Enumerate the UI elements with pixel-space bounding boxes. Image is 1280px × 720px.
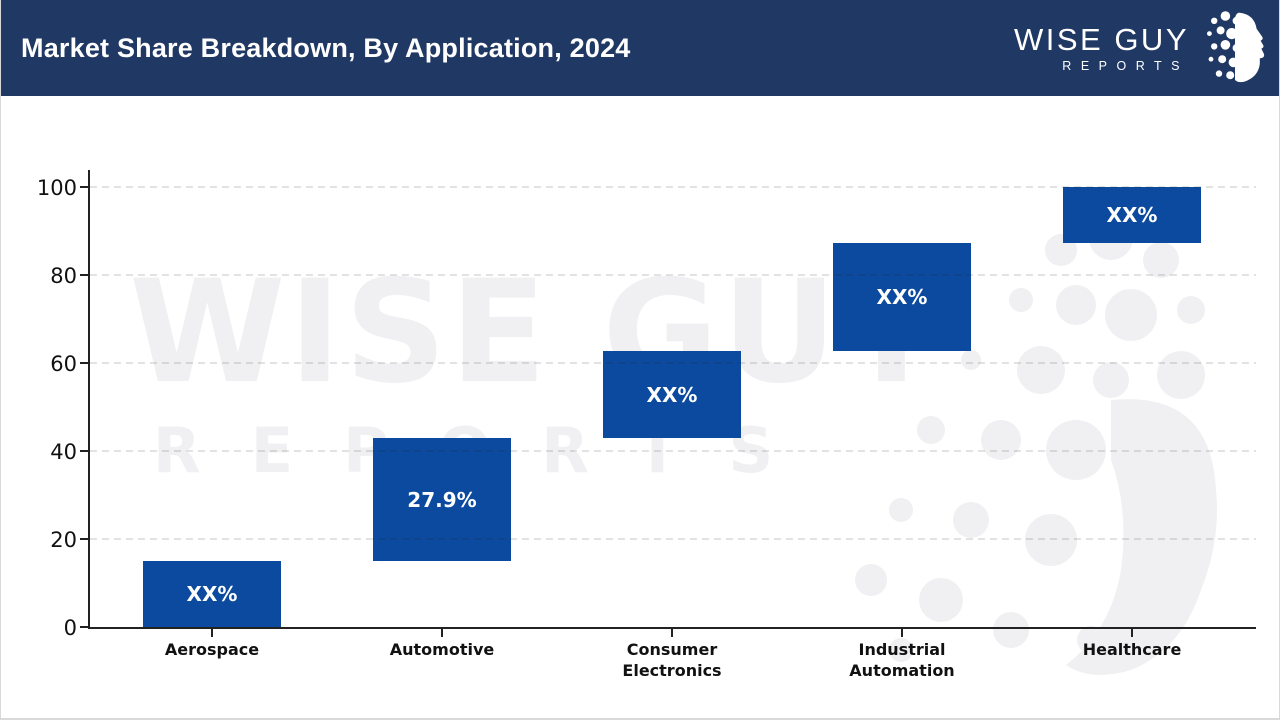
bar-consumer-electronics: XX% xyxy=(603,351,741,439)
x-tick-label-automotive: Automotive xyxy=(389,640,495,659)
gridline-100 xyxy=(90,186,1256,188)
page-title: Market Share Breakdown, By Application, … xyxy=(21,32,631,63)
bar-automotive: 27.9% xyxy=(373,438,511,561)
y-tick-label-60: 60 xyxy=(50,352,77,376)
x-tick-label-healthcare: Healthcare xyxy=(1082,640,1182,659)
bar-value-label: XX% xyxy=(876,284,928,309)
y-axis xyxy=(88,170,90,629)
bar-aerospace: XX% xyxy=(143,561,281,627)
x-tick-mark xyxy=(901,629,903,637)
gridline-40 xyxy=(90,450,1256,452)
y-tick-label-20: 20 xyxy=(50,528,77,552)
y-tick-mark xyxy=(80,450,88,452)
gridline-20 xyxy=(90,538,1256,540)
y-tick-label-80: 80 xyxy=(50,264,77,288)
wiseguy-logo: WISE GUY REPORTS xyxy=(1014,8,1279,88)
bar-value-label: XX% xyxy=(186,582,238,606)
logo-reports-label: REPORTS xyxy=(1062,58,1189,73)
y-tick-mark xyxy=(80,186,88,188)
bar-value-label: XX% xyxy=(646,382,698,407)
y-tick-mark xyxy=(80,626,88,628)
x-tick-mark xyxy=(671,629,673,637)
gridline-60 xyxy=(90,362,1256,364)
bar-healthcare: XX% xyxy=(1063,187,1201,243)
x-tick-mark xyxy=(441,629,443,637)
x-tick-mark xyxy=(1131,629,1133,637)
header: Market Share Breakdown, By Application, … xyxy=(1,0,1279,96)
x-tick-mark xyxy=(211,629,213,637)
bar-value-label: 27.9% xyxy=(407,487,477,512)
y-tick-mark xyxy=(80,362,88,364)
gridline-80 xyxy=(90,274,1256,276)
logo-text: WISE GUY REPORTS xyxy=(1014,24,1189,73)
x-axis xyxy=(88,627,1256,629)
y-tick-label-100: 100 xyxy=(36,176,77,200)
logo-head-icon xyxy=(1207,11,1265,83)
y-tick-mark xyxy=(80,538,88,540)
y-tick-label-40: 40 xyxy=(50,440,77,464)
x-tick-label-consumer-electronics: Consumer Electronics xyxy=(622,640,722,680)
x-tick-label-aerospace: Aerospace xyxy=(164,640,260,659)
y-tick-mark xyxy=(80,274,88,276)
x-tick-label-industrial-automation: Industrial Automation xyxy=(849,640,955,680)
logo-wiseguy-label: WISE GUY xyxy=(1013,21,1189,57)
bar-industrial-automation: XX% xyxy=(833,242,971,352)
y-tick-label-0: 0 xyxy=(63,616,77,640)
bar-value-label: XX% xyxy=(1106,202,1158,227)
